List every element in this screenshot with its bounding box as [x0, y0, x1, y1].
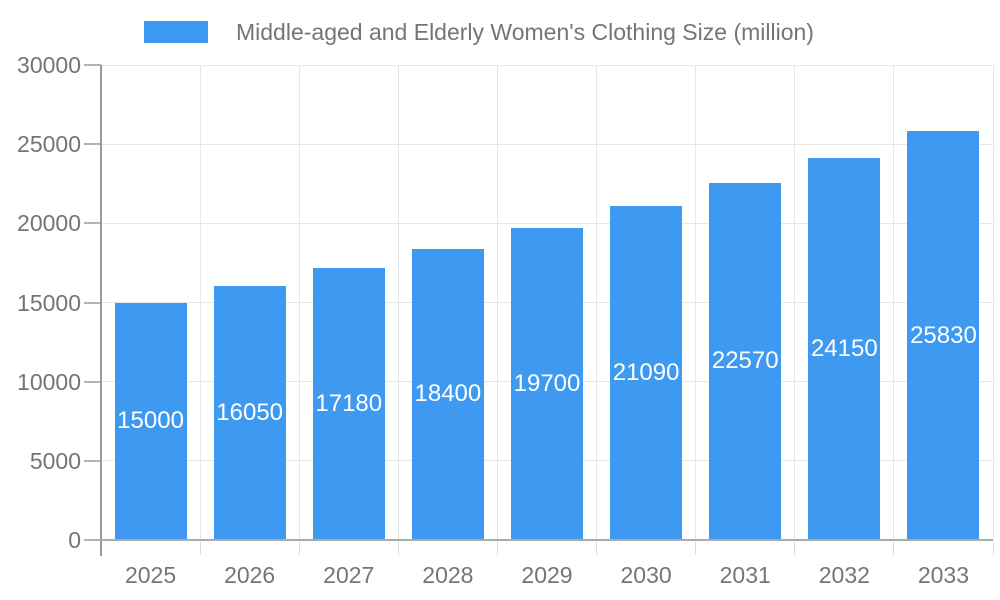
- x-axis-tick-label: 2028: [422, 562, 474, 588]
- x-axis-tick-label: 2032: [818, 562, 870, 588]
- y-axis-tick-label: 25000: [17, 131, 81, 158]
- y-tick: [84, 143, 101, 146]
- y-gridline: [101, 143, 993, 145]
- x-gridline: [794, 65, 796, 540]
- bar: [213, 285, 286, 540]
- y-axis-tick-label: 5000: [29, 447, 81, 474]
- x-gridline: [695, 65, 697, 540]
- legend[interactable]: Middle-aged and Elderly Women's Clothing…: [144, 18, 814, 46]
- y-axis-tick-label: 0: [68, 527, 81, 553]
- x-gridline: [199, 65, 201, 540]
- y-axis-tick-label: 15000: [17, 289, 81, 316]
- x-gridline: [496, 65, 498, 540]
- x-axis-tick-label: 2031: [719, 562, 771, 588]
- x-tick: [794, 542, 796, 555]
- y-tick: [84, 380, 101, 383]
- bar-value-label: 25830: [910, 321, 977, 349]
- x-tick: [596, 542, 598, 555]
- bar: [114, 302, 187, 540]
- x-axis-tick-label: 2029: [521, 562, 573, 588]
- bar-value-label: 19700: [513, 370, 581, 398]
- x-gridline: [992, 65, 994, 540]
- bar-value-label: 16050: [216, 398, 284, 426]
- y-axis-tick-label: 10000: [17, 368, 81, 395]
- x-tick: [992, 542, 994, 555]
- x-gridline: [298, 65, 300, 540]
- bar: [808, 157, 881, 540]
- x-tick: [298, 542, 300, 555]
- bar: [411, 248, 484, 540]
- bar-value-label: 17180: [315, 389, 383, 417]
- y-axis-line: [100, 65, 102, 556]
- bar-value-label: 18400: [414, 380, 482, 408]
- x-axis-tick-label: 2026: [224, 562, 276, 588]
- x-axis-tick-label: 2033: [917, 562, 970, 588]
- x-tick: [496, 542, 498, 555]
- legend-label: Middle-aged and Elderly Women's Clothing…: [236, 18, 814, 45]
- x-axis-tick-label: 2025: [124, 562, 177, 588]
- x-axis-tick-label: 2030: [620, 562, 672, 588]
- x-gridline: [397, 65, 399, 540]
- y-gridline: [101, 222, 993, 224]
- bar: [709, 182, 782, 540]
- y-tick: [84, 539, 101, 541]
- x-gridline: [596, 65, 598, 540]
- bar-value-label: 21090: [612, 359, 680, 387]
- x-axis-line: [101, 539, 993, 541]
- x-tick: [397, 542, 399, 555]
- bar-value-label: 15000: [117, 407, 184, 435]
- y-tick: [84, 64, 101, 66]
- y-gridline: [101, 64, 993, 66]
- bar: [312, 267, 385, 540]
- bar: [907, 131, 980, 540]
- bar-value-label: 24150: [810, 334, 878, 362]
- bar: [511, 228, 583, 540]
- y-axis-tick-label: 30000: [17, 52, 81, 78]
- bar: [610, 206, 683, 540]
- x-tick: [695, 542, 697, 555]
- x-tick: [893, 542, 895, 555]
- x-gridline: [893, 65, 895, 540]
- y-tick: [84, 222, 101, 225]
- x-axis-tick-label: 2027: [323, 562, 375, 588]
- y-tick: [84, 301, 101, 304]
- x-tick: [199, 542, 201, 555]
- y-axis-tick-label: 20000: [17, 210, 81, 237]
- y-tick: [84, 459, 101, 462]
- legend-swatch: [144, 21, 208, 43]
- bar-value-label: 22570: [711, 347, 779, 375]
